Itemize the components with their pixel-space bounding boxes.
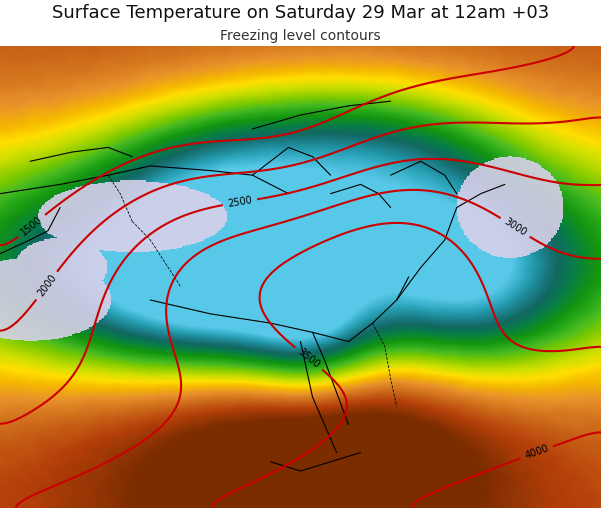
Text: 1500: 1500 bbox=[19, 214, 44, 238]
Text: 4000: 4000 bbox=[523, 443, 550, 461]
Text: 3500: 3500 bbox=[296, 347, 322, 370]
Text: 2500: 2500 bbox=[227, 195, 253, 209]
Text: Freezing level contours: Freezing level contours bbox=[220, 28, 381, 43]
Text: 2000: 2000 bbox=[35, 273, 58, 299]
Text: Surface Temperature on Saturday 29 Mar at 12am +03: Surface Temperature on Saturday 29 Mar a… bbox=[52, 4, 549, 22]
Text: 3000: 3000 bbox=[502, 216, 528, 238]
